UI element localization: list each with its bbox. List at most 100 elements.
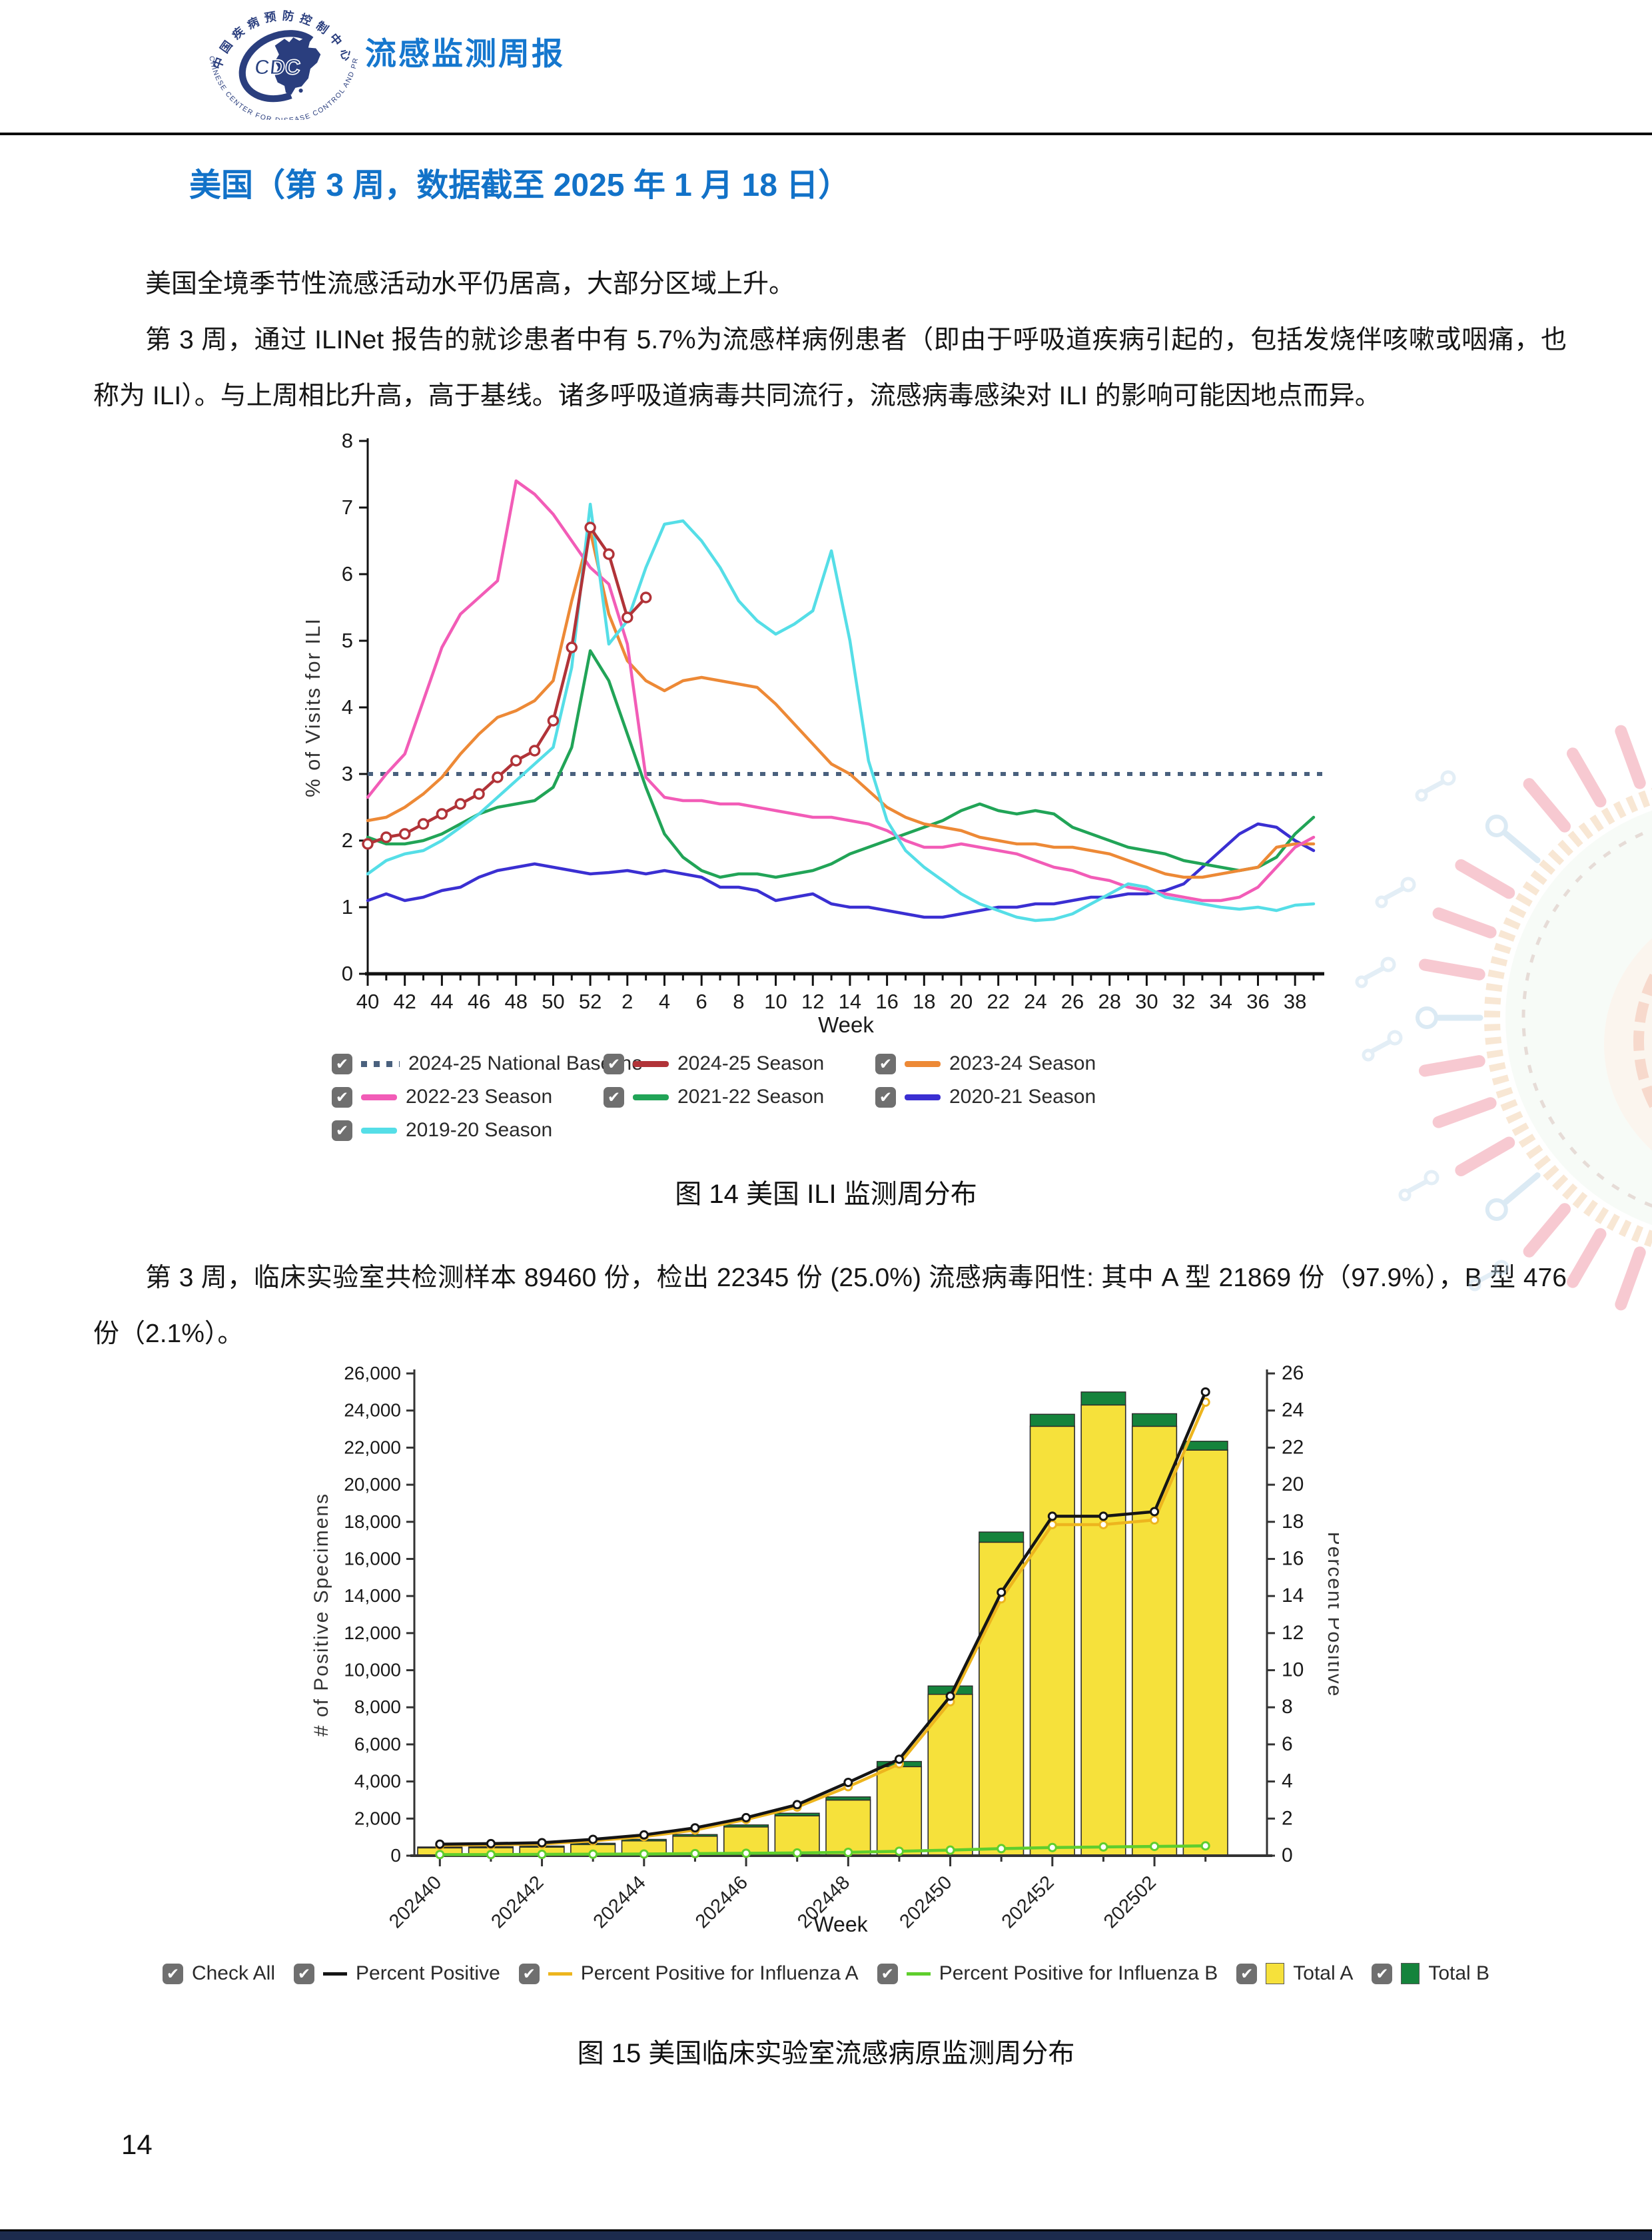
legend-item-total-a: ✔ Total A — [1236, 1962, 1353, 1985]
series-2024-25-season-marker — [566, 641, 578, 653]
checkbox-checked-icon: ✔ — [877, 1963, 898, 1984]
fig15-left-tick-label: 12,000 — [344, 1623, 401, 1643]
fig15-left-tick-label: 2,000 — [354, 1808, 401, 1828]
bar-total-b — [723, 1824, 769, 1828]
series-percent-positive-marker — [997, 1587, 1007, 1597]
virus-spike-ha — [1615, 1246, 1646, 1311]
fig14-x-tick-label: 10 — [764, 990, 787, 1013]
header-divider — [0, 133, 1652, 135]
legend-swatch — [905, 1060, 941, 1067]
report-brand-title: 流感监测周报 — [365, 36, 565, 71]
antibody-icon — [1415, 770, 1456, 802]
fig15-left-tick-label: 18,000 — [344, 1511, 401, 1532]
legend-swatch — [361, 1060, 400, 1067]
ili-chart-legend: ✔ 2024-25 National Baseline ✔ 2024-25 Seaso… — [332, 1052, 1188, 1142]
fig15-x-tick-label: 202442 — [487, 1872, 548, 1932]
bar-total-a — [825, 1799, 871, 1856]
legend-item-2023-24-season: ✔ 2023-24 Season — [875, 1052, 1188, 1075]
ili-weekly-chart: 0 1 2 3 4 5 6 7 8 40 42 44 46 48 50 52 2 4 6 8 10 12 14 16 18 20 2… — [301, 428, 1340, 1037]
virus-body — [1505, 810, 1652, 1226]
legend-item-2024-25-national-baseline: ✔ 2024-25 National Baseline — [332, 1052, 643, 1075]
series-percent-positive-marker — [486, 1838, 496, 1848]
legend-label: Percent Positive — [356, 1962, 500, 1984]
fig15-x-tick-label: 202452 — [998, 1872, 1058, 1932]
bar-total-b — [1182, 1441, 1228, 1451]
virus-spike-ha — [1567, 1228, 1607, 1288]
fig14-x-tick-label: 26 — [1061, 990, 1084, 1013]
fig15-x-tick-label: 202446 — [691, 1872, 752, 1932]
series-percent-positive-for-influenza-b-marker — [639, 1849, 649, 1859]
series-percent-positive-for-influenza-b-marker — [997, 1844, 1007, 1854]
series-2024-25-season-marker — [380, 831, 392, 843]
page-number: 14 — [121, 2129, 153, 2160]
series-2024-25-season-marker — [547, 715, 560, 727]
virus-spike-ha — [1523, 778, 1571, 833]
series-2024-25-season-marker — [639, 591, 652, 603]
fig14-x-tick-label: 38 — [1284, 990, 1306, 1013]
cdc-logo: 中国疾病预防控制中心 CHINESE CENTER FOR DISEASE CO… — [199, 3, 359, 120]
fig14-x-tick-label: 14 — [839, 990, 861, 1013]
virus-spike-na-head — [1485, 1198, 1508, 1221]
checkbox-checked-icon: ✔ — [875, 1086, 896, 1108]
fig15-right-tick-label: 10 — [1282, 1659, 1304, 1681]
series-2024-25-season-marker — [492, 771, 504, 783]
fig15-left-axis-title: # of Positive Specimens — [310, 1493, 332, 1736]
legend-swatch — [633, 1060, 669, 1067]
bar-total-a — [1029, 1425, 1075, 1856]
legend-label: 2021-22 Season — [677, 1086, 825, 1108]
fig15-left-tick-label: 14,000 — [344, 1585, 401, 1606]
bar-total-a — [1182, 1449, 1228, 1856]
series-percent-positive-marker — [435, 1839, 445, 1849]
bar-total-b — [1080, 1391, 1126, 1406]
fig15-left-tick-label: 24,000 — [344, 1400, 401, 1421]
figure14-caption: 图 14 美国 ILI 监测周分布 — [675, 1180, 977, 1209]
fig14-y-tick-label: 8 — [342, 429, 353, 452]
checkbox-checked-icon: ✔ — [1372, 1963, 1393, 1984]
legend-swatch — [361, 1094, 397, 1100]
series-percent-positive-for-influenza-b-marker — [741, 1848, 751, 1858]
paragraph-lab-summary: 第 3 周，临床实验室共检测样本 89460 份，检出 22345 份 (25.… — [93, 1264, 1567, 1348]
series-percent-positive-marker — [1200, 1387, 1210, 1397]
fig15-left-tick-label: 8,000 — [354, 1696, 401, 1717]
fig14-x-tick-label: 20 — [950, 990, 973, 1013]
fig14-y-tick-label: 2 — [342, 829, 353, 852]
checkbox-checked-icon: ✔ — [332, 1086, 352, 1108]
fig15-left-tick-label: 0 — [390, 1845, 401, 1866]
legend-item-percent-positive-for-influenza-b: ✔ Percent Positive for Influenza B — [877, 1962, 1218, 1985]
legend-swatch — [633, 1094, 669, 1100]
checkbox-checked-icon: ✔ — [604, 1086, 624, 1108]
fig14-x-tick-label: 24 — [1024, 990, 1046, 1013]
legend-label: Check All — [191, 1962, 276, 1984]
series-2024-25-season-marker — [603, 548, 615, 560]
series-percent-positive-marker — [792, 1800, 802, 1810]
bar-total-a — [1131, 1425, 1178, 1856]
series-percent-positive-for-influenza-b-marker — [792, 1848, 802, 1858]
legend-label: Total B — [1428, 1962, 1490, 1984]
fig15-left-tick-label: 10,000 — [344, 1660, 401, 1680]
paragraph-activity-summary: 美国全境季节性流感活动水平仍居高，大部分区域上升。 — [145, 270, 795, 298]
fig15-left-tick-label: 20,000 — [344, 1474, 401, 1495]
fig15-right-tick-label: 0 — [1282, 1844, 1293, 1866]
legend-label: 2020-21 Season — [949, 1086, 1096, 1108]
legend-swatch — [361, 1127, 397, 1134]
fig15-left-tick-label: 26,000 — [344, 1363, 401, 1383]
virus-spike-ha — [1455, 859, 1515, 899]
series-percent-positive-for-influenza-b-marker — [843, 1847, 853, 1857]
legend-label: 2024-25 Season — [677, 1052, 825, 1074]
virus-spike-ha — [1523, 1203, 1571, 1258]
fig15-left-tick-label: 6,000 — [354, 1734, 401, 1754]
footer-bar — [0, 2229, 1652, 2240]
fig15-x-tick-label: 202444 — [590, 1872, 650, 1932]
series-2024-25-season-line — [366, 526, 647, 846]
fig14-x-tick-label: 2 — [621, 990, 633, 1013]
series-percent-positive-for-influenza-b-marker — [1150, 1842, 1160, 1852]
series-percent-positive-for-influenza-b-marker — [588, 1849, 598, 1859]
logo-swoosh — [238, 30, 325, 103]
legend-item-2024-25-season: ✔ 2024-25 Season — [604, 1052, 875, 1075]
virus-spike-ha — [1567, 747, 1607, 808]
clinical-lab-chart-legend: ✔ Check All ✔ Percent Positive ✔ Percent Posi… — [0, 1962, 1652, 1985]
fig15-right-tick-label: 2 — [1282, 1807, 1293, 1829]
legend-item-percent-positive: ✔ Percent Positive — [294, 1962, 500, 1985]
section-heading: 美国（第 3 周，数据截至 2025 年 1 月 18 日） — [189, 168, 851, 203]
bar-total-a — [876, 1766, 923, 1856]
